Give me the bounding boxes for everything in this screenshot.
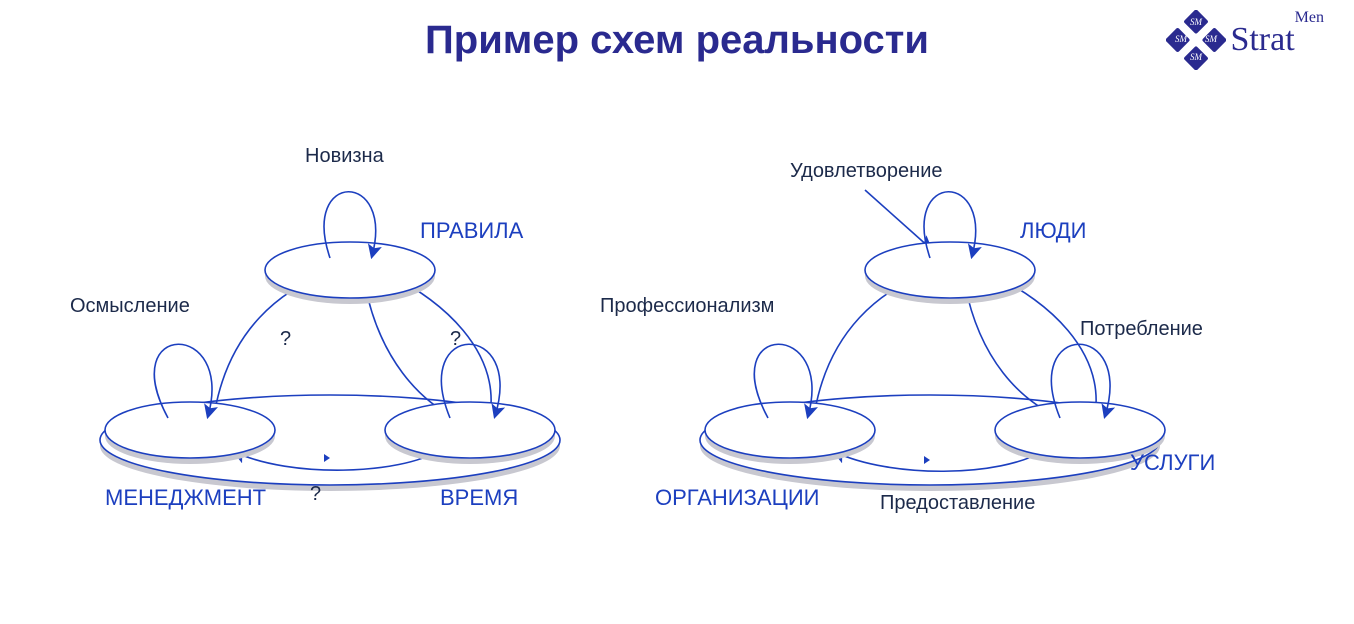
selfloop-label-left-l: Осмысление xyxy=(70,295,190,318)
node-top xyxy=(265,242,435,298)
node-right xyxy=(385,402,555,458)
node-label-top-r: ЛЮДИ xyxy=(1020,218,1086,244)
edge-label-2-l: ? xyxy=(310,483,321,506)
node-label-right-r: УСЛУГИ xyxy=(1130,450,1215,476)
node-label-top-l: ПРАВИЛА xyxy=(420,218,523,244)
selfloop-label-right-r: Потребление xyxy=(1080,318,1203,341)
page: Пример схем реальности SM SM SM SM Strat… xyxy=(0,0,1354,624)
node-left-r xyxy=(705,402,875,458)
selfloop-label-top-l: Новизна xyxy=(305,145,384,168)
node-label-right-l: ВРЕМЯ xyxy=(440,485,518,511)
edge-label-1-l: ? xyxy=(450,328,461,351)
selfloop-label-left-r: Профессионализм xyxy=(600,295,774,318)
selfloop-label-top-r: Удовлетворение xyxy=(790,160,943,183)
edge-label-0-l: ? xyxy=(280,328,291,351)
node-left xyxy=(105,402,275,458)
node-label-left-l: МЕНЕДЖМЕНТ xyxy=(105,485,266,511)
node-label-left-r: ОРГАНИЗАЦИИ xyxy=(655,485,819,511)
node-top-r xyxy=(865,242,1035,298)
edge-label-2-r: Предоставление xyxy=(880,492,1035,515)
pointer-arrow xyxy=(865,190,930,248)
edge-right-top-r xyxy=(998,278,1096,415)
